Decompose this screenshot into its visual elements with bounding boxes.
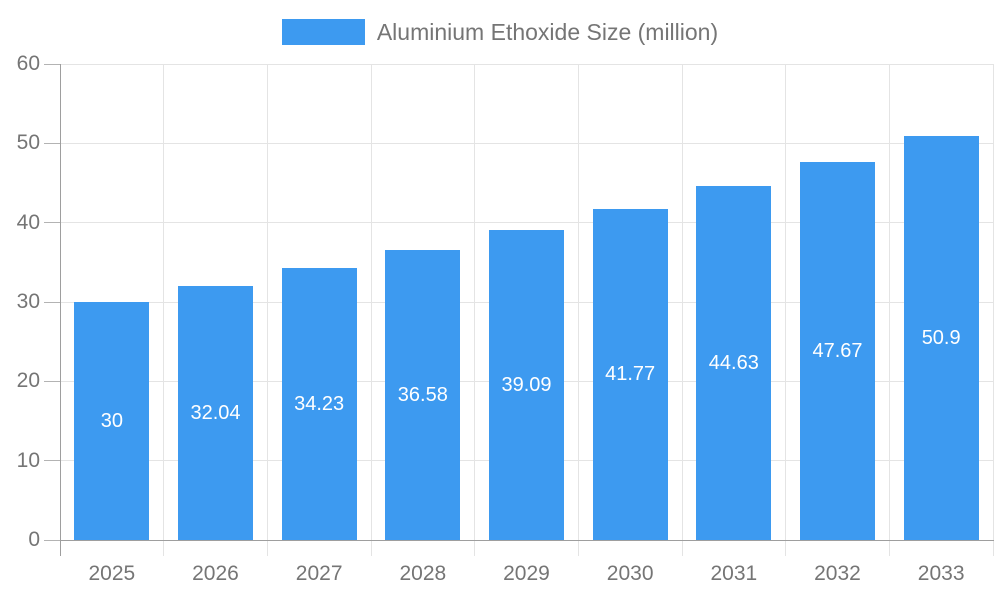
- y-tick-label: 60: [16, 52, 40, 75]
- y-tick-label: 30: [16, 290, 40, 313]
- x-axis-line: [60, 539, 994, 541]
- y-gridline: [60, 63, 993, 65]
- x-gridline: [266, 64, 268, 556]
- x-gridline: [474, 64, 476, 556]
- legend-label: Aluminium Ethoxide Size (million): [376, 19, 719, 45]
- bar-2031[interactable]: [696, 185, 772, 540]
- bar-2028[interactable]: [385, 249, 461, 540]
- y-axis-tick: [44, 539, 60, 541]
- bar-2025[interactable]: [74, 302, 150, 540]
- x-tick-label: 2029: [503, 562, 550, 585]
- y-axis-tick: [44, 222, 60, 224]
- y-tick-label: 40: [16, 210, 40, 234]
- bar-value-label: 47.67: [812, 339, 863, 362]
- bar-value-label: 30: [100, 410, 123, 432]
- y-gridline: [60, 222, 993, 224]
- bar-value-label: 39.09: [501, 373, 552, 396]
- bar-value-label: 34.23: [294, 393, 345, 416]
- x-gridline: [992, 64, 994, 556]
- legend[interactable]: Aluminium Ethoxide Size (million): [0, 19, 1000, 45]
- x-tick-label: 2025: [88, 562, 136, 585]
- y-axis-tick: [44, 142, 60, 144]
- bar-2032[interactable]: [800, 161, 875, 540]
- y-gridline: [60, 142, 993, 144]
- x-gridline: [681, 64, 683, 556]
- x-tick-label: 2032: [814, 562, 861, 585]
- y-tick-label: 50: [16, 131, 40, 155]
- x-gridline: [785, 64, 787, 556]
- y-tick-label: 20: [16, 369, 40, 393]
- y-tick-label: 0: [28, 528, 40, 551]
- bar-value-label: 36.58: [397, 383, 448, 406]
- y-axis-tick: [44, 380, 60, 382]
- bar-value-label: 44.63: [708, 351, 759, 374]
- x-gridline: [577, 64, 579, 556]
- x-gridline: [370, 64, 372, 556]
- legend-swatch: [281, 19, 365, 45]
- x-tick-label: 2027: [295, 562, 343, 585]
- x-tick-label: 2031: [710, 562, 758, 585]
- x-tick-label: 2028: [399, 562, 447, 585]
- bar-2026[interactable]: [178, 285, 253, 540]
- bar-2027[interactable]: [281, 268, 357, 540]
- x-tick-label: 2026: [192, 562, 239, 585]
- x-gridline: [888, 64, 890, 556]
- bar-value-label: 32.04: [190, 401, 241, 424]
- bar-value-label: 50.9: [921, 327, 961, 350]
- y-axis-tick: [44, 63, 60, 65]
- y-axis-line: [59, 64, 61, 556]
- bar-2030[interactable]: [592, 208, 668, 540]
- bar-value-label: 41.77: [605, 363, 656, 386]
- bar-2029[interactable]: [489, 229, 564, 540]
- x-gridline: [163, 64, 165, 556]
- y-axis-tick: [44, 301, 60, 303]
- x-tick-label: 2030: [606, 562, 654, 585]
- y-axis-tick: [44, 460, 60, 462]
- y-tick-label: 10: [16, 448, 40, 472]
- x-tick-label: 2033: [917, 562, 965, 585]
- bar-2033[interactable]: [903, 136, 979, 540]
